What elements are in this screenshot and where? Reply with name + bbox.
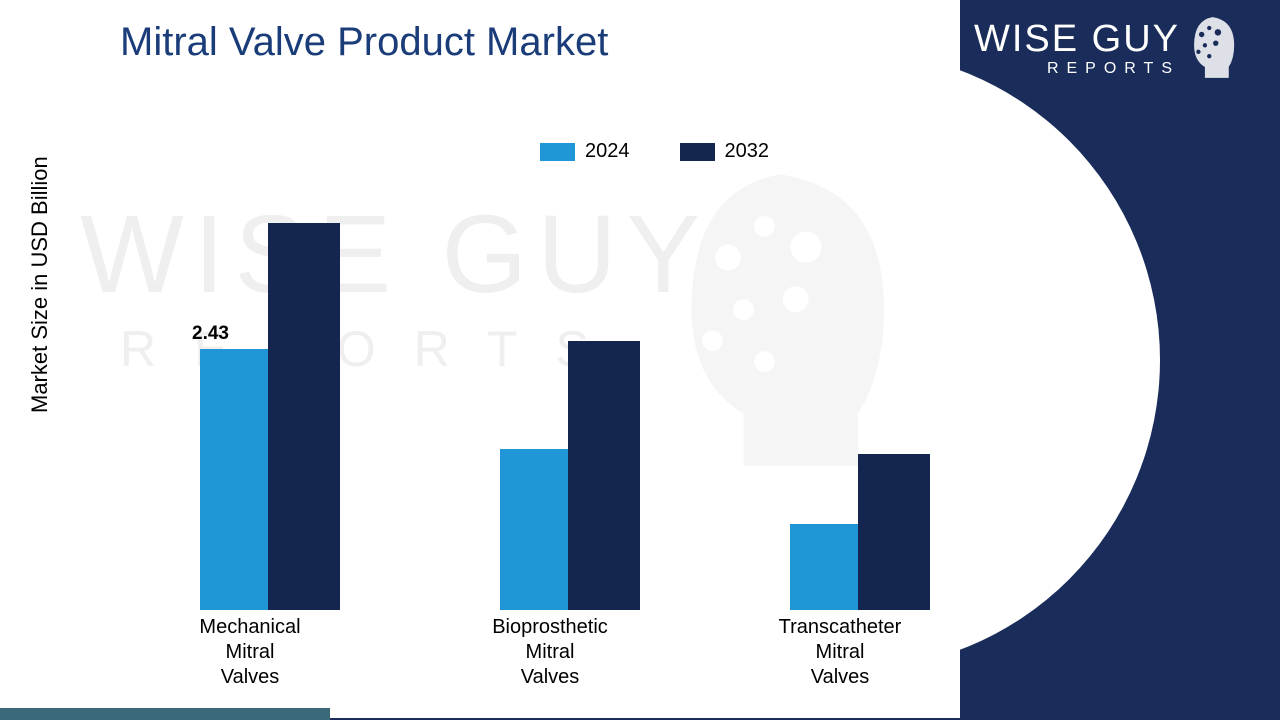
bar	[268, 223, 340, 610]
bar-group	[790, 454, 950, 610]
y-axis-label: Market Size in USD Billion	[27, 156, 53, 413]
chart-title: Mitral Valve Product Market	[120, 20, 608, 65]
brand-logo: WISE GUY REPORTS	[974, 20, 1240, 78]
logo-head-icon	[1185, 15, 1240, 80]
bar-group: 2.43	[200, 223, 360, 610]
chart-area: Market Size in USD Billion 20242032 2.43…	[50, 150, 950, 680]
legend-item: 2024	[540, 140, 630, 163]
legend-swatch	[680, 143, 715, 161]
bar	[568, 341, 640, 610]
bar-data-label: 2.43	[192, 323, 229, 345]
bottom-accent-bar	[0, 708, 330, 720]
bar	[858, 454, 930, 610]
bar	[790, 524, 862, 610]
legend-label: 2032	[725, 140, 770, 163]
bar	[500, 449, 572, 610]
x-axis-label: MechanicalMitralValves	[160, 615, 340, 690]
bar-group	[500, 341, 660, 610]
logo-sub-text: REPORTS	[974, 60, 1180, 78]
legend-swatch	[540, 143, 575, 161]
x-axis-label: BioprostheticMitralValves	[460, 615, 640, 690]
legend-label: 2024	[585, 140, 630, 163]
legend-item: 2032	[680, 140, 770, 163]
plot-area: 2.43	[170, 180, 950, 610]
logo-main-text: WISE GUY	[974, 20, 1180, 58]
bar: 2.43	[200, 349, 272, 610]
x-axis-label: TranscatheterMitralValves	[750, 615, 930, 690]
legend: 2024 2032	[540, 140, 769, 163]
